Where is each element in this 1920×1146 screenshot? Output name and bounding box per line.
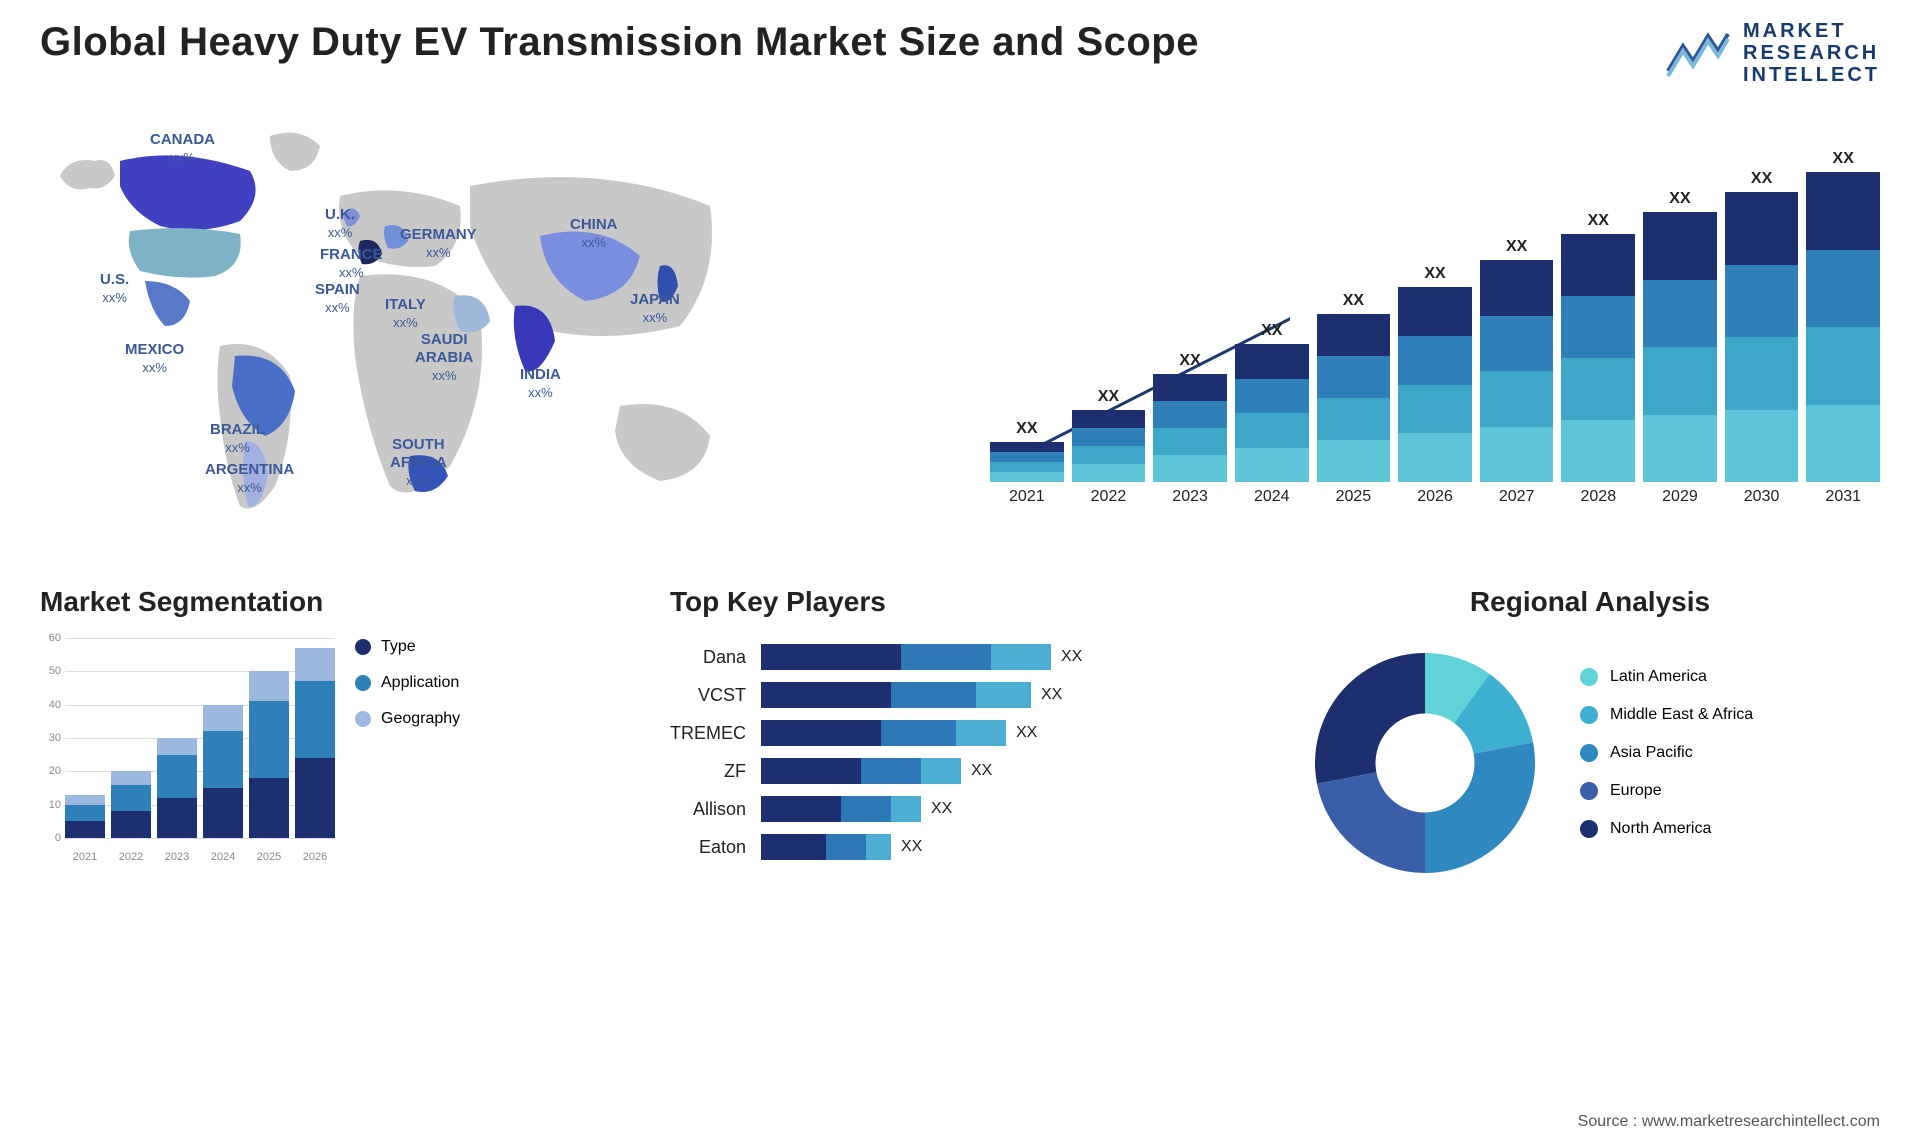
seg-bar: [295, 648, 335, 838]
seg-legend-item: Application: [355, 674, 460, 692]
map-label: GERMANYxx%: [400, 226, 477, 262]
map-label: ARGENTINAxx%: [205, 461, 294, 497]
page-title: Global Heavy Duty EV Transmission Market…: [40, 20, 1199, 65]
growth-bar: XX2024: [1235, 322, 1309, 506]
player-name: VCST: [670, 676, 746, 714]
player-bar: XX: [761, 714, 1250, 752]
world-map: CANADAxx% U.S.xx% MEXICOxx% BRAZILxx% ARGENT…: [40, 116, 930, 536]
player-bar: XX: [761, 676, 1250, 714]
regional-legend-item: Asia Pacific: [1580, 744, 1753, 762]
growth-bar: XX2031: [1806, 150, 1880, 506]
regional-legend-item: Latin America: [1580, 668, 1753, 686]
regional-legend: Latin America Middle East & Africa Asia Pa…: [1580, 668, 1753, 858]
logo: MARKET RESEARCH INTELLECT: [1663, 20, 1880, 86]
growth-chart: XX2021XX2022XX2023XX2024XX2025XX2026XX20…: [990, 116, 1880, 536]
regional-legend-item: North America: [1580, 820, 1753, 838]
player-name: Allison: [670, 790, 746, 828]
player-name: TREMEC: [670, 714, 746, 752]
map-label: U.K.xx%: [325, 206, 355, 242]
map-label: U.S.xx%: [100, 271, 129, 307]
growth-bar: XX2022: [1072, 388, 1146, 506]
player-name: ZF: [670, 752, 746, 790]
source-text: Source : www.marketresearchintellect.com: [1578, 1113, 1880, 1131]
seg-bar: [65, 795, 105, 838]
map-label: CHINAxx%: [570, 216, 618, 252]
segmentation-section: Market Segmentation 0102030405060 202120…: [40, 586, 620, 888]
map-label: JAPANxx%: [630, 291, 680, 327]
seg-bar: [157, 738, 197, 838]
top-row: CANADAxx% U.S.xx% MEXICOxx% BRAZILxx% ARGENT…: [40, 116, 1880, 536]
regional-legend-item: Europe: [1580, 782, 1753, 800]
players-section: Top Key Players DanaVCSTTREMECZFAllisonE…: [670, 586, 1250, 888]
player-name: Dana: [670, 638, 746, 676]
growth-bar: XX2029: [1643, 190, 1717, 506]
player-bar: XX: [761, 828, 1250, 866]
players-chart: DanaVCSTTREMECZFAllisonEaton XXXXXXXXXXX…: [670, 638, 1250, 866]
regional-title: Regional Analysis: [1300, 586, 1880, 618]
logo-text: MARKET RESEARCH INTELLECT: [1743, 20, 1880, 86]
seg-bar: [111, 771, 151, 838]
map-label: ITALYxx%: [385, 296, 426, 332]
growth-bar: XX2027: [1480, 238, 1554, 506]
player-bar: XX: [761, 638, 1250, 676]
header: Global Heavy Duty EV Transmission Market…: [40, 20, 1880, 86]
map-label: SOUTHAFRICAxx%: [390, 436, 447, 490]
segmentation-chart: 0102030405060 202120222023202420252026 T…: [40, 638, 620, 863]
donut-slice: [1317, 772, 1425, 873]
segmentation-title: Market Segmentation: [40, 586, 620, 618]
growth-bar: XX2026: [1398, 265, 1472, 506]
map-label: INDIAxx%: [520, 366, 561, 402]
growth-bar: XX2028: [1561, 212, 1635, 506]
map-label: MEXICOxx%: [125, 341, 184, 377]
map-label: FRANCExx%: [320, 246, 383, 282]
regional-legend-item: Middle East & Africa: [1580, 706, 1753, 724]
donut-chart: [1300, 638, 1550, 888]
players-title: Top Key Players: [670, 586, 1250, 618]
seg-legend-item: Type: [355, 638, 460, 656]
seg-bar: [203, 705, 243, 838]
regional-section: Regional Analysis Latin America Middle Ea…: [1300, 586, 1880, 888]
player-bar: XX: [761, 752, 1250, 790]
segmentation-legend: Type Application Geography: [355, 638, 460, 863]
bottom-row: Market Segmentation 0102030405060 202120…: [40, 586, 1880, 888]
map-label: SPAINxx%: [315, 281, 360, 317]
map-label: BRAZILxx%: [210, 421, 265, 457]
growth-bar: XX2025: [1317, 292, 1391, 506]
player-name: Eaton: [670, 828, 746, 866]
donut-slice: [1425, 742, 1535, 873]
seg-bar: [249, 671, 289, 838]
seg-legend-item: Geography: [355, 710, 460, 728]
player-bar: XX: [761, 790, 1250, 828]
growth-bar: XX2021: [990, 420, 1064, 506]
regional-chart: Latin America Middle East & Africa Asia Pa…: [1300, 638, 1880, 888]
growth-bar: XX2030: [1725, 170, 1799, 506]
map-label: SAUDIARABIAxx%: [415, 331, 473, 385]
donut-slice: [1315, 653, 1425, 784]
growth-bar: XX2023: [1153, 352, 1227, 506]
logo-icon: [1663, 26, 1733, 81]
map-label: CANADAxx%: [150, 131, 215, 167]
